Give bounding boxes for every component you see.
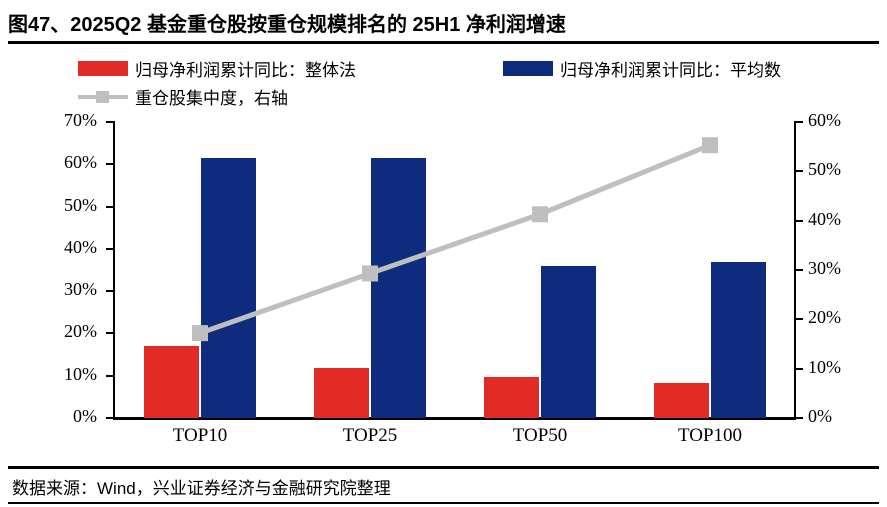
y-axis-right-tick-label: 0% xyxy=(808,406,832,426)
y-axis-left-tick xyxy=(106,121,115,123)
y-axis-right-tick xyxy=(794,318,803,321)
y-axis-left-tick xyxy=(106,332,115,335)
legend-label-average: 归母净利润累计同比：平均数 xyxy=(560,61,781,80)
y-axis-right-tick xyxy=(794,417,803,419)
y-axis-right-tick xyxy=(794,269,803,271)
bar-top100-overall xyxy=(654,382,709,418)
y-axis-right-tick-label: 40% xyxy=(808,208,841,229)
y-axis-left xyxy=(113,122,115,419)
y-axis-right-tick-label: 10% xyxy=(808,356,841,377)
y-axis-left-tick xyxy=(106,417,115,419)
y-axis-right-tick xyxy=(794,121,803,123)
y-axis-right-tick-label: 20% xyxy=(808,307,841,328)
y-axis-left-tick xyxy=(106,163,115,166)
y-axis-left-tick-label: 10% xyxy=(64,363,97,384)
bar-top10-overall xyxy=(144,346,199,418)
chart-legend: 归母净利润累计同比：整体法 归母净利润累计同比：平均数 重仓股集中度，右轴 xyxy=(8,52,879,114)
y-axis-left-tick xyxy=(106,205,115,208)
legend-label-concentration: 重仓股集中度，右轴 xyxy=(135,89,288,108)
concentration-marker-top100 xyxy=(702,137,718,154)
legend-item-average: 归母净利润累计同比：平均数 xyxy=(503,56,781,81)
legend-swatch-overall xyxy=(78,61,128,76)
concentration-marker-top50 xyxy=(532,206,548,223)
y-axis-left-tick-label: 40% xyxy=(64,236,97,257)
bar-top25-overall xyxy=(314,368,369,418)
y-axis-right-tick-label: 60% xyxy=(808,110,841,130)
title-bar: 图47、2025Q2 基金重仓股按重仓规模排名的 25H1 净利润增速 xyxy=(8,4,879,40)
y-axis-left-tick-label: 70% xyxy=(64,110,97,130)
y-axis-left-tick-label: 50% xyxy=(64,194,97,215)
legend-item-overall: 归母净利润累计同比：整体法 xyxy=(78,56,356,81)
y-axis-right-tick xyxy=(794,367,803,370)
legend-item-concentration: 重仓股集中度，右轴 xyxy=(78,84,288,109)
y-axis-left-tick xyxy=(106,290,115,293)
page-title: 图47、2025Q2 基金重仓股按重仓规模排名的 25H1 净利润增速 xyxy=(8,13,566,36)
y-axis-left-tick xyxy=(106,374,115,377)
y-axis-left-tick-label: 30% xyxy=(64,279,97,300)
y-axis-left-tick xyxy=(106,247,115,250)
y-axis-left-tick-label: 0% xyxy=(73,406,97,426)
y-axis-right-tick xyxy=(794,219,803,222)
legend-swatch-average xyxy=(503,61,553,76)
x-axis-label-top100: TOP100 xyxy=(677,425,743,446)
x-axis-label-top25: TOP25 xyxy=(342,425,398,446)
x-axis xyxy=(113,417,796,420)
y-axis-left-tick-label: 60% xyxy=(64,152,97,173)
footer-bottom-divider xyxy=(8,502,879,504)
legend-label-overall: 归母净利润累计同比：整体法 xyxy=(135,61,356,80)
bar-top10-average xyxy=(201,157,256,418)
footer-divider xyxy=(8,466,879,469)
bar-top100-average xyxy=(711,262,766,418)
y-axis-right-tick-label: 30% xyxy=(808,258,841,278)
source-note: 数据来源：Wind，兴业证券经济与金融研究院整理 xyxy=(12,479,391,498)
bar-top50-average xyxy=(541,265,596,418)
concentration-markers xyxy=(192,137,718,342)
concentration-line-path xyxy=(199,142,711,336)
x-axis-label-top10: TOP10 xyxy=(172,425,228,446)
plot-area xyxy=(115,122,795,418)
x-axis-label-top50: TOP50 xyxy=(512,425,568,446)
bar-top25-average xyxy=(371,157,426,418)
legend-swatch-concentration xyxy=(78,89,128,104)
y-axis-left-tick-label: 20% xyxy=(64,321,97,342)
title-divider xyxy=(8,41,879,44)
y-axis-right-tick xyxy=(794,170,803,173)
y-axis-right-tick-label: 50% xyxy=(808,159,841,180)
bar-top50-overall xyxy=(484,377,539,418)
